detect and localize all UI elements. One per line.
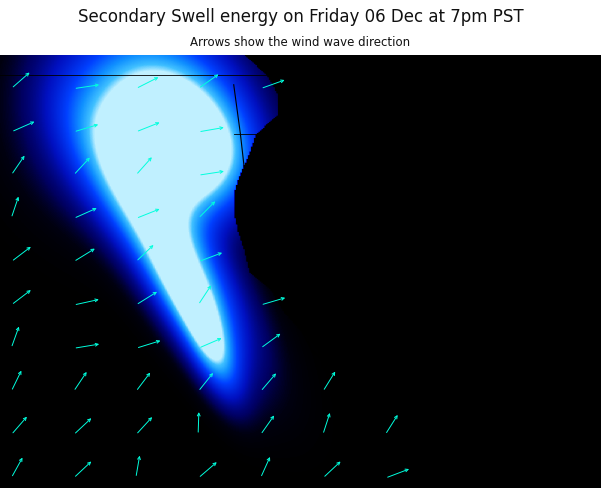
Text: Secondary Swell energy on Friday 06 Dec at 7pm PST: Secondary Swell energy on Friday 06 Dec … — [78, 8, 523, 26]
Text: Arrows show the wind wave direction: Arrows show the wind wave direction — [191, 36, 410, 49]
